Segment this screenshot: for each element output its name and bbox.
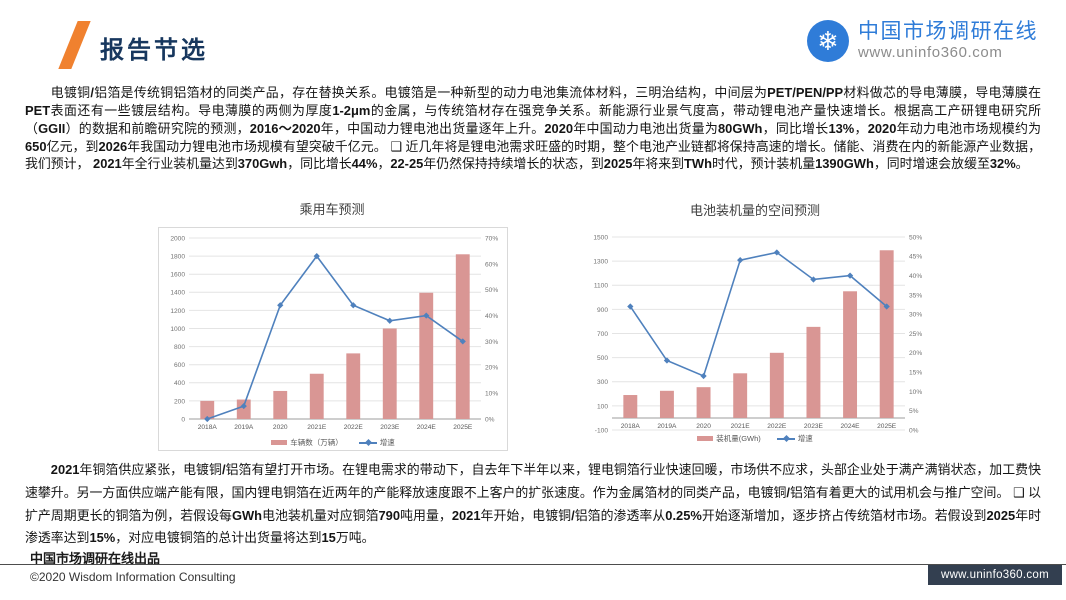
svg-text:2022E: 2022E	[767, 423, 787, 430]
chart-title-battery-capacity: 电池装机量的空间预测	[689, 203, 820, 218]
chart-passenger-vehicle-forecast: 0 200 400 600 800 1000 1200 1400 1600 1800 2000 0% 1…	[158, 227, 508, 451]
svg-text:1200: 1200	[170, 308, 185, 315]
svg-text:10%: 10%	[485, 391, 498, 398]
svg-text:20%: 20%	[909, 350, 922, 357]
line-swatch-icon	[776, 434, 795, 442]
svg-text:-100: -100	[595, 427, 609, 434]
svg-text:70%: 70%	[485, 235, 498, 242]
footer-divider	[0, 564, 1066, 565]
svg-text:1100: 1100	[594, 283, 609, 290]
legend-label: 车辆数（万辆）	[290, 438, 343, 447]
svg-text:2020: 2020	[273, 424, 288, 431]
svg-text:2019A: 2019A	[234, 424, 254, 431]
svg-text:50%: 50%	[909, 234, 922, 241]
svg-text:30%: 30%	[485, 339, 498, 346]
svg-text:1600: 1600	[170, 272, 185, 279]
svg-text:0%: 0%	[485, 416, 495, 423]
svg-text:50%: 50%	[485, 287, 498, 294]
bar-swatch-icon	[271, 440, 288, 445]
svg-text:5%: 5%	[909, 408, 919, 415]
chart-legend: 车辆数（万辆） 增速	[159, 437, 507, 448]
svg-text:20%: 20%	[485, 365, 498, 372]
legend-item: 装机量(GWh)	[697, 433, 761, 444]
svg-text:2024E: 2024E	[417, 424, 437, 431]
brand-name: 中国市场调研在线	[858, 20, 1038, 43]
svg-text:2024E: 2024E	[841, 423, 861, 430]
footer-producer: 中国市场调研在线出品	[30, 551, 161, 566]
svg-text:100: 100	[597, 403, 608, 410]
svg-text:700: 700	[597, 331, 608, 338]
chart-legend: 装机量(GWh) 增速	[582, 433, 928, 444]
legend-item: 车辆数（万辆）	[271, 437, 343, 448]
svg-text:800: 800	[174, 344, 185, 351]
legend-label: 增速	[797, 434, 813, 443]
svg-text:0%: 0%	[909, 427, 919, 434]
footer-copyright: ©2020 Wisdom Information Consulting	[30, 570, 236, 584]
footer-site-link[interactable]: www.uninfo360.com	[927, 565, 1062, 585]
svg-text:1400: 1400	[170, 290, 185, 297]
svg-text:2000: 2000	[170, 235, 185, 242]
svg-text:2025E: 2025E	[453, 424, 473, 431]
bar-swatch-icon	[697, 436, 714, 441]
svg-text:400: 400	[174, 380, 185, 387]
line-swatch-icon	[358, 438, 377, 446]
legend-item: 增速	[358, 437, 395, 448]
orange-slash-decoration	[58, 21, 91, 69]
brand-logo: ❄ 中国市场调研在线 www.uninfo360.com	[807, 20, 1038, 62]
svg-text:2025E: 2025E	[877, 423, 897, 430]
svg-text:900: 900	[597, 307, 608, 314]
brand-url: www.uninfo360.com	[858, 44, 1003, 61]
snowflake-icon: ❄	[807, 20, 849, 62]
chart-title-passenger-vehicle: 乘用车预测	[299, 202, 365, 217]
brand-text: 中国市场调研在线 www.uninfo360.com	[858, 20, 1038, 62]
svg-text:1000: 1000	[170, 326, 185, 333]
svg-text:30%: 30%	[909, 312, 922, 319]
page-title: 报告节选	[100, 37, 208, 64]
svg-text:200: 200	[174, 398, 185, 405]
chart-battery-capacity-forecast: -100 100 300 500 700 900 1100 1300 1500 0% 5% 10% 15…	[582, 228, 928, 446]
svg-text:1300: 1300	[593, 259, 608, 266]
svg-text:60%: 60%	[485, 261, 498, 268]
legend-label: 增速	[379, 438, 395, 447]
svg-text:600: 600	[174, 362, 185, 369]
svg-text:2018A: 2018A	[621, 423, 641, 430]
svg-text:10%: 10%	[909, 389, 922, 396]
svg-text:40%: 40%	[909, 273, 922, 280]
svg-text:45%: 45%	[909, 254, 922, 261]
svg-text:2018A: 2018A	[198, 424, 218, 431]
svg-text:40%: 40%	[485, 313, 498, 320]
svg-text:2022E: 2022E	[344, 424, 364, 431]
paragraph-battery-overview: 电镀铜/铝箔是传统铜铝箔材的同类产品，存在替换关系。电镀箔是一种新型的动力电池集…	[25, 85, 1042, 172]
svg-text:1500: 1500	[593, 234, 608, 241]
svg-text:300: 300	[597, 379, 608, 386]
svg-text:2023E: 2023E	[380, 424, 400, 431]
svg-text:25%: 25%	[909, 331, 922, 338]
legend-label: 装机量(GWh)	[716, 434, 761, 443]
paragraph-copper-foil: 2021年铜箔供应紧张，电镀铜/铝箔有望打开市场。在锂电需求的带动下，自去年下半…	[25, 462, 1042, 546]
svg-text:2019A: 2019A	[657, 423, 677, 430]
legend-item: 增速	[776, 433, 813, 444]
svg-text:2021E: 2021E	[731, 423, 751, 430]
svg-text:2020: 2020	[696, 423, 711, 430]
svg-text:2023E: 2023E	[804, 423, 824, 430]
svg-text:1800: 1800	[170, 254, 185, 261]
svg-text:35%: 35%	[909, 292, 922, 299]
svg-text:0: 0	[181, 416, 185, 423]
svg-text:500: 500	[597, 355, 608, 362]
svg-text:2021E: 2021E	[307, 424, 327, 431]
svg-text:15%: 15%	[909, 370, 922, 377]
